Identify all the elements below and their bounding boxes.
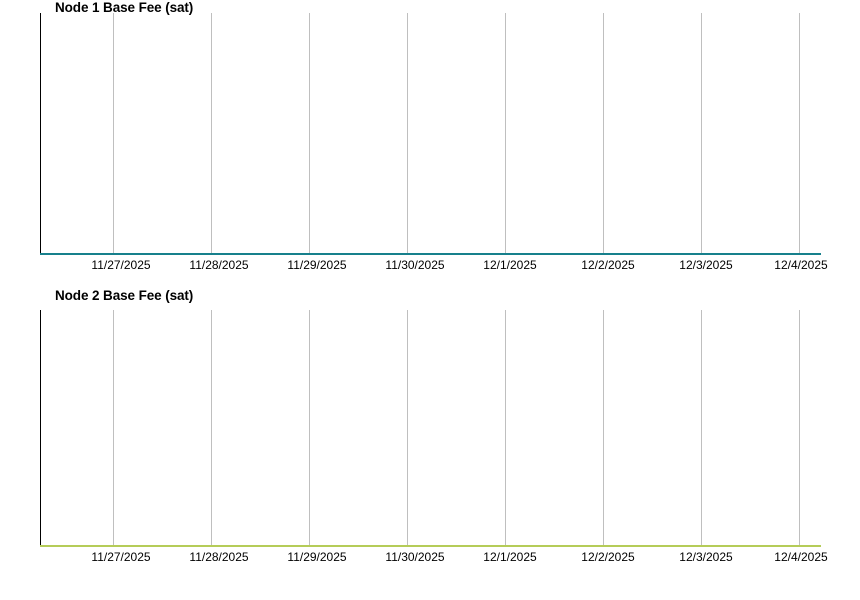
x-tick-label: 11/29/2025 — [287, 258, 347, 272]
plot-area-node-1 — [40, 13, 820, 254]
x-tick-label: 11/28/2025 — [189, 550, 249, 564]
gridline — [799, 13, 800, 254]
gridline — [211, 13, 212, 254]
gridline — [113, 13, 114, 254]
x-tick-label: 12/3/2025 — [679, 550, 733, 564]
x-tick-labels-node-1: 11/27/2025 11/28/2025 11/29/2025 11/30/2… — [0, 258, 860, 274]
x-tick-label: 12/4/2025 — [774, 258, 828, 272]
x-tick-label: 12/3/2025 — [679, 258, 733, 272]
gridline — [603, 310, 604, 546]
x-tick-label: 11/30/2025 — [385, 550, 445, 564]
x-tick-label: 11/27/2025 — [91, 550, 151, 564]
gridline — [113, 310, 114, 546]
x-tick-label: 12/4/2025 — [774, 550, 828, 564]
y-axis-node-1 — [40, 13, 41, 255]
series-line-node-2 — [40, 545, 821, 547]
x-tick-labels-node-2: 11/27/2025 11/28/2025 11/29/2025 11/30/2… — [0, 550, 860, 566]
x-tick-label: 11/30/2025 — [385, 258, 445, 272]
gridline — [701, 13, 702, 254]
gridline — [505, 310, 506, 546]
gridline — [799, 310, 800, 546]
gridline — [407, 310, 408, 546]
chart-node-2-base-fee: Node 2 Base Fee (sat) 11/27/2025 11/28/2… — [0, 288, 860, 588]
gridline — [505, 13, 506, 254]
series-line-node-1 — [40, 253, 821, 255]
gridline — [701, 310, 702, 546]
x-tick-label: 11/28/2025 — [189, 258, 249, 272]
gridline — [407, 13, 408, 254]
gridline — [309, 13, 310, 254]
x-tick-label: 11/27/2025 — [91, 258, 151, 272]
chart-title-node-2: Node 2 Base Fee (sat) — [55, 288, 194, 303]
gridline — [211, 310, 212, 546]
x-tick-label: 12/1/2025 — [483, 550, 537, 564]
y-axis-node-2 — [40, 310, 41, 547]
gridline — [309, 310, 310, 546]
x-tick-label: 12/2/2025 — [581, 550, 635, 564]
plot-area-node-2 — [40, 310, 820, 546]
gridline — [603, 13, 604, 254]
x-tick-label: 12/2/2025 — [581, 258, 635, 272]
x-tick-label: 12/1/2025 — [483, 258, 537, 272]
chart-node-1-base-fee: Node 1 Base Fee (sat) 11/27/2025 11/28/2… — [0, 0, 860, 288]
chart-title-node-1: Node 1 Base Fee (sat) — [55, 0, 194, 15]
x-tick-label: 11/29/2025 — [287, 550, 347, 564]
